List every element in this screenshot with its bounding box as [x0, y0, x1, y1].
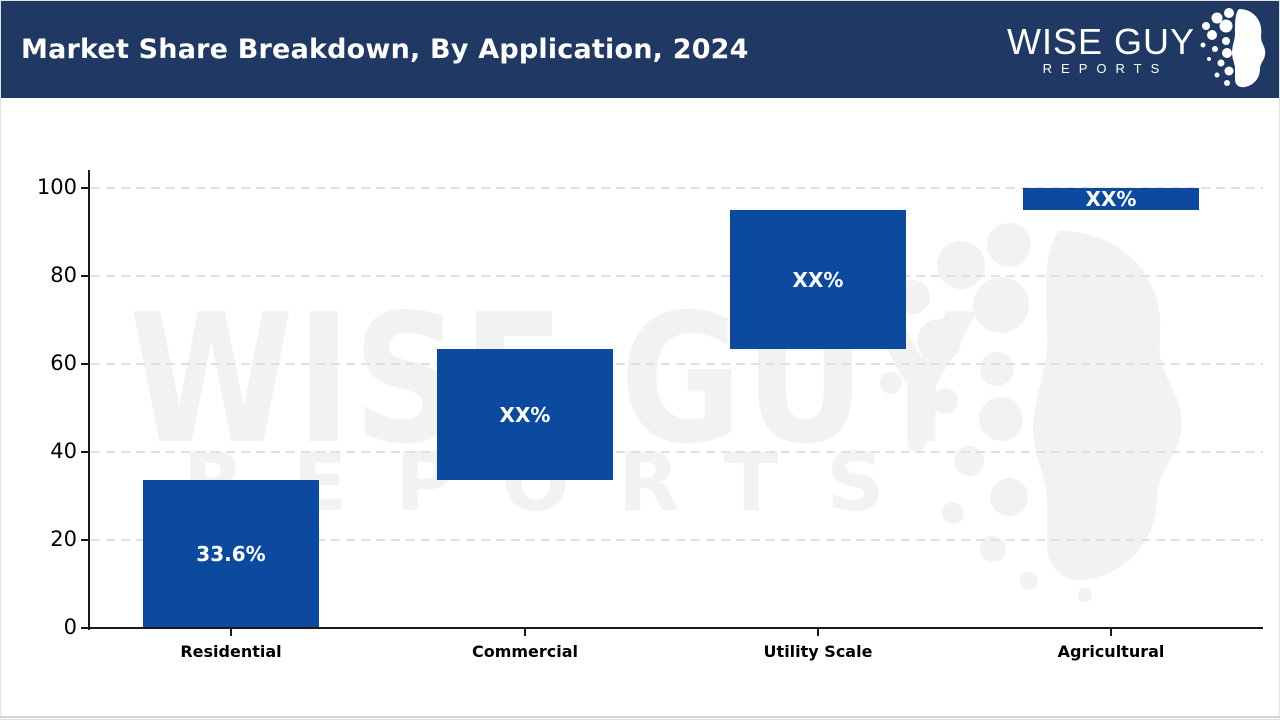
y-axis-tick [81, 627, 89, 629]
bar-commercial: XX% [437, 349, 613, 481]
bar-agricultural: XX% [1023, 187, 1199, 211]
bar-residential: 33.6% [143, 480, 319, 628]
bar-value-label: XX% [1085, 187, 1137, 211]
x-axis-tick [524, 629, 526, 636]
y-gridline [91, 451, 1263, 453]
x-axis-category-label: Agricultural [1057, 642, 1165, 661]
page-title: Market Share Breakdown, By Application, … [21, 34, 749, 65]
watermark-face-graphic [869, 213, 1199, 609]
y-axis-tick-label: 60 [50, 351, 77, 375]
y-axis-tick [81, 275, 89, 277]
y-axis-line [88, 170, 90, 630]
y-axis-tick-label: 80 [50, 263, 77, 287]
x-axis-tick [817, 629, 819, 636]
y-axis-tick [81, 451, 89, 453]
bar-utility-scale: XX% [730, 210, 906, 350]
logo-text: WISE GUY REPORTS [1006, 20, 1195, 77]
header-band: Market Share Breakdown, By Application, … [1, 1, 1279, 98]
x-axis-category-label: Commercial [471, 642, 579, 661]
y-axis-tick [81, 539, 89, 541]
y-axis-tick-label: 0 [63, 615, 77, 639]
bar-value-label: XX% [792, 267, 844, 292]
waterfall-chart: 0 20 40 60 80 100 33.6% XX% XX% XX% Residential Com… [1, 98, 1279, 661]
wise-guy-reports-logo: WISE GUY REPORTS [1006, 5, 1279, 95]
y-axis-tick [81, 363, 89, 365]
x-axis-tick [230, 629, 232, 636]
logo-subtext: REPORTS [1042, 60, 1169, 76]
y-axis-tick-label: 100 [36, 175, 77, 199]
y-gridline [91, 363, 1263, 365]
y-gridline [91, 187, 1263, 189]
bar-value-label: 33.6% [196, 542, 266, 567]
bottom-divider [1, 716, 1279, 718]
x-axis-category-label: Residential [180, 642, 282, 661]
y-axis-tick-label: 20 [50, 527, 77, 551]
y-axis-tick [81, 187, 89, 189]
logo-face-icon [1199, 5, 1267, 95]
bar-value-label: XX% [499, 402, 551, 427]
x-axis-line [88, 627, 1263, 629]
x-axis-tick [1110, 629, 1112, 636]
y-axis-tick-label: 40 [50, 439, 77, 463]
y-gridline [91, 275, 1263, 277]
x-axis-category-label: Utility Scale [763, 642, 873, 661]
logo-wordmark: WISE GUY [1006, 20, 1195, 62]
y-gridline [91, 539, 1263, 541]
